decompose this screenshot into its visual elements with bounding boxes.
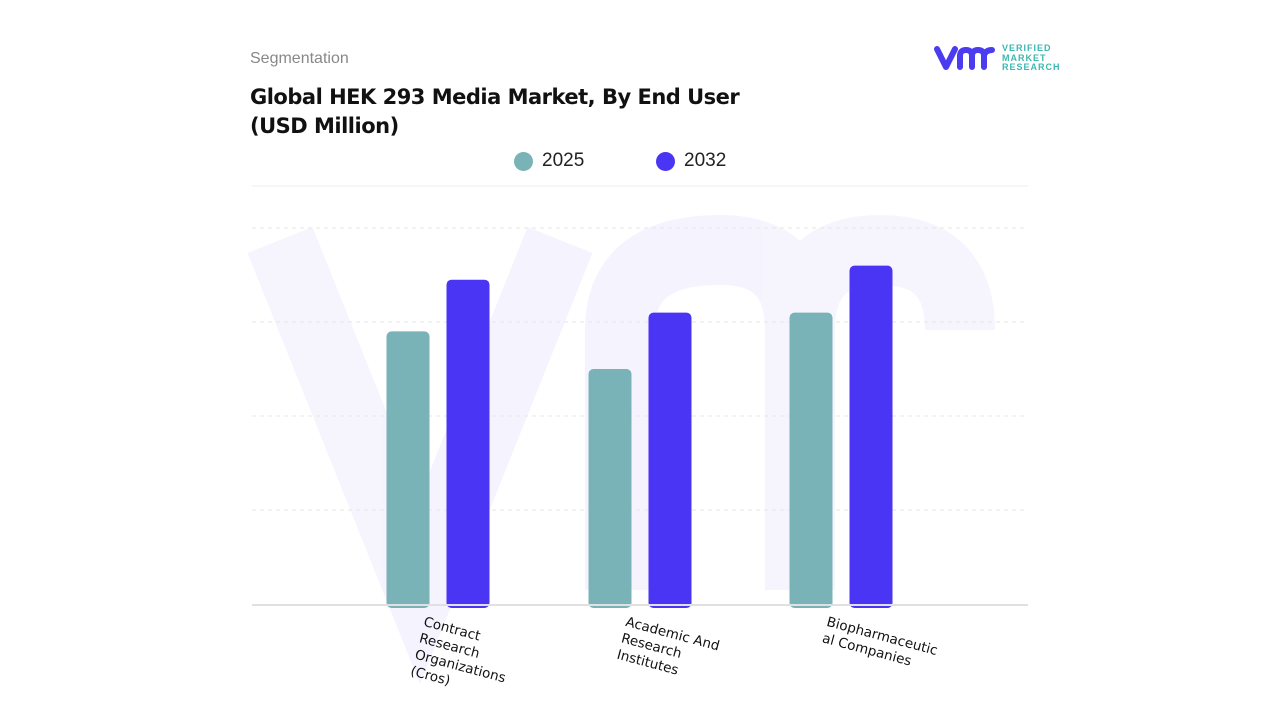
bar-2032: [648, 312, 692, 608]
title-line: (USD Million): [250, 114, 399, 138]
bar-2025: [588, 369, 632, 608]
bar-2032: [446, 279, 490, 608]
bar-2025: [789, 312, 833, 608]
logo-text: MARKET: [1002, 52, 1047, 63]
vmr-logo-mark: [934, 46, 995, 71]
bar-2025: [386, 331, 430, 608]
legend-label: 2025: [542, 150, 585, 171]
logo-text: RESEARCH: [1002, 62, 1061, 72]
title-line: Global HEK 293 Media Market, By End User: [250, 85, 740, 109]
legend-item-2032: 2032: [656, 150, 726, 172]
vmr-logo: VERIFIED MARKET RESEARCH: [934, 43, 1061, 73]
legend-swatch: [514, 151, 533, 171]
section-label: Segmentation: [250, 50, 349, 67]
logo-text: VERIFIED: [1002, 43, 1052, 53]
legend: 2025 2032: [0, 150, 1280, 174]
legend-swatch: [656, 151, 675, 171]
legend-item-2025: 2025: [514, 150, 584, 172]
legend-label: 2032: [684, 150, 727, 171]
bar-2032: [849, 265, 893, 608]
chart-title: Global HEK 293 Media Market, By End User…: [250, 83, 740, 141]
